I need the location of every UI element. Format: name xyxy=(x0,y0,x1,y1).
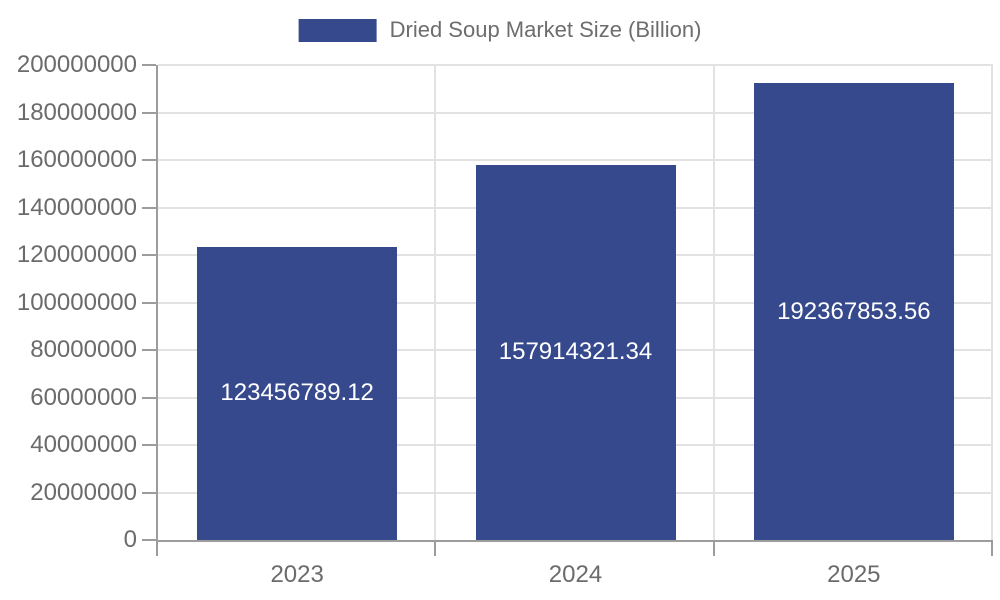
x-category-label: 2025 xyxy=(827,561,881,588)
y-tick-mark xyxy=(142,159,156,161)
y-tick-label: 40000000 xyxy=(30,431,137,458)
y-tick-label: 20000000 xyxy=(30,478,137,506)
y-gridline xyxy=(158,64,993,66)
y-tick-mark xyxy=(142,111,156,114)
y-tick-label: 180000000 xyxy=(16,98,137,126)
y-tick-label: 0 xyxy=(123,526,137,553)
x-category-label: 2023 xyxy=(270,561,324,588)
y-tick-mark xyxy=(142,539,156,541)
x-gridline xyxy=(434,65,437,540)
y-tick-mark xyxy=(142,396,156,399)
y-tick-mark xyxy=(142,444,156,446)
y-tick-label: 160000000 xyxy=(16,146,137,173)
y-gridline xyxy=(158,111,993,114)
legend: Dried Soup Market Size (Billion) xyxy=(298,17,702,43)
x-axis-line xyxy=(156,540,993,542)
y-tick-mark xyxy=(142,206,156,209)
y-tick-label: 80000000 xyxy=(30,336,137,363)
y-gridline xyxy=(158,159,993,161)
y-tick-mark xyxy=(142,349,156,351)
y-tick-label: 120000000 xyxy=(16,241,137,268)
y-tick-label: 60000000 xyxy=(30,383,137,411)
y-tick-mark xyxy=(142,64,156,66)
x-tick-mark xyxy=(712,542,715,556)
y-tick-label: 100000000 xyxy=(16,288,137,316)
legend-swatch xyxy=(298,18,377,42)
x-gridline xyxy=(991,65,993,540)
bar-2023: 123456789.12 xyxy=(197,246,398,540)
x-gridline xyxy=(712,65,715,540)
y-tick-mark xyxy=(142,301,156,304)
y-tick-mark xyxy=(142,491,156,494)
x-category-label: 2024 xyxy=(548,561,603,588)
bar-value-label: 123456789.12 xyxy=(220,379,374,407)
x-tick-mark xyxy=(156,542,158,556)
y-tick-label: 140000000 xyxy=(16,193,137,221)
bar-2024: 157914321.34 xyxy=(475,164,676,540)
y-axis-line xyxy=(156,65,158,542)
x-tick-mark xyxy=(434,542,437,556)
x-tick-mark xyxy=(991,542,993,556)
y-tick-label: 200000000 xyxy=(16,51,137,78)
bar-value-label: 157914321.34 xyxy=(498,338,653,366)
legend-label: Dried Soup Market Size (Billion) xyxy=(389,17,702,42)
plot-area: 0 20000000 40000000 60000000 80000000 1000000… xyxy=(17,51,993,588)
bar-value-label: 192367853.56 xyxy=(777,297,931,325)
bar-2025: 192367853.56 xyxy=(753,83,954,540)
y-tick-mark xyxy=(142,254,156,256)
